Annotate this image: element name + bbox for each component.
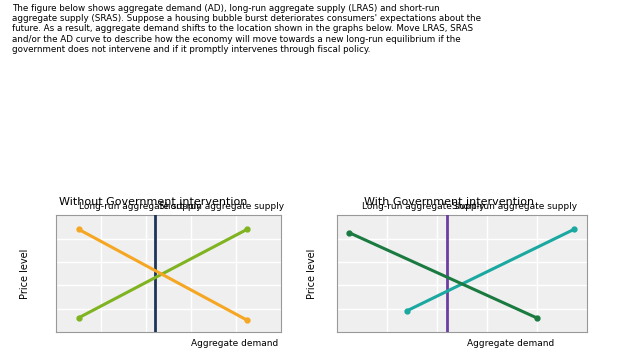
Text: Aggregate demand: Aggregate demand — [191, 339, 278, 348]
Text: The figure below shows aggregate demand (AD), long-run aggregate supply (LRAS) a: The figure below shows aggregate demand … — [12, 4, 482, 54]
Text: With Government intervention: With Government intervention — [364, 197, 534, 207]
Text: Aggregate demand: Aggregate demand — [467, 339, 554, 348]
Text: Short-run aggregate supply: Short-run aggregate supply — [452, 202, 577, 211]
Text: Price level: Price level — [307, 249, 317, 299]
Text: Price level: Price level — [20, 249, 30, 299]
Text: Long-run aggregate supply: Long-run aggregate supply — [362, 202, 485, 211]
Text: Without Government intervention: Without Government intervention — [59, 197, 247, 207]
Text: Short-run aggregate supply: Short-run aggregate supply — [160, 202, 285, 211]
Text: Long-run aggregate supply: Long-run aggregate supply — [79, 202, 202, 211]
